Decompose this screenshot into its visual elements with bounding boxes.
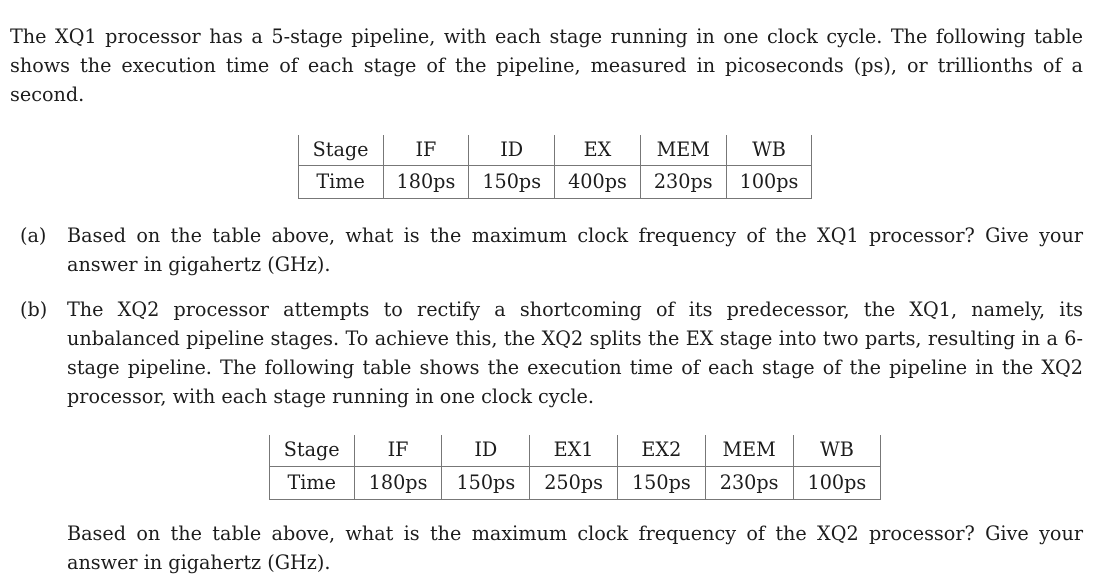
- table-header-cell: MEM: [704, 435, 794, 467]
- table-row: Time 180ps 150ps 400ps 230ps 100ps: [297, 165, 813, 199]
- table-cell-value: 230ps: [704, 466, 794, 500]
- table-header-cell: ID: [468, 135, 556, 167]
- table-header-cell: MEM: [639, 135, 727, 167]
- table-header-cell: EX: [554, 135, 641, 167]
- table-header-cell: WB: [725, 135, 813, 167]
- table-2-container: Stage IF ID EX1 EX2 MEM WB Time 180ps 15…: [67, 435, 1083, 500]
- table-header-cell: Stage: [297, 135, 384, 167]
- table-header-cell: Stage: [268, 435, 355, 467]
- table-header-cell: IF: [353, 435, 443, 467]
- question-item-a: (a) Based on the table above, what is th…: [20, 221, 1083, 279]
- table-cell-value: 250ps: [529, 466, 618, 500]
- pipeline-table-xq1: Stage IF ID EX MEM WB Time 180ps 150ps 4…: [297, 135, 813, 200]
- item-text-a: Based on the table above, what is the ma…: [67, 224, 1083, 277]
- table-cell-value: 150ps: [441, 466, 531, 500]
- table-cell-value: 150ps: [616, 466, 706, 500]
- table-row: Stage IF ID EX MEM WB: [297, 135, 813, 167]
- item-text-b: The XQ2 processor attempts to rectify a …: [67, 298, 1083, 409]
- intro-paragraph: The XQ1 processor has a 5-stage pipeline…: [10, 25, 1083, 106]
- table-cell-value: 150ps: [468, 165, 556, 199]
- item-marker-b: (b): [20, 298, 48, 322]
- table-row: Time 180ps 150ps 250ps 150ps 230ps 100ps: [268, 466, 882, 500]
- item-marker-a: (a): [20, 224, 47, 248]
- table-cell-value: 180ps: [382, 165, 470, 199]
- table-header-cell: WB: [792, 435, 882, 467]
- question-item-b: (b) The XQ2 processor attempts to rectif…: [20, 295, 1083, 576]
- item-b-closing-paragraph: Based on the table above, what is the ma…: [67, 521, 1083, 574]
- table-1-container: Stage IF ID EX MEM WB Time 180ps 150ps 4…: [0, 135, 1110, 200]
- table-row-label: Time: [268, 466, 355, 500]
- table-cell-value: 180ps: [353, 466, 443, 500]
- table-header-cell: ID: [441, 435, 531, 467]
- table-row-label: Time: [297, 165, 384, 199]
- table-cell-value: 400ps: [554, 165, 641, 199]
- table-cell-value: 100ps: [725, 165, 813, 199]
- table-cell-value: 230ps: [639, 165, 727, 199]
- table-header-cell: EX2: [616, 435, 706, 467]
- table-row: Stage IF ID EX1 EX2 MEM WB: [268, 435, 882, 467]
- table-cell-value: 100ps: [792, 466, 882, 500]
- table-header-cell: IF: [382, 135, 470, 167]
- pipeline-table-xq2: Stage IF ID EX1 EX2 MEM WB Time 180ps 15…: [268, 435, 882, 500]
- table-header-cell: EX1: [529, 435, 618, 467]
